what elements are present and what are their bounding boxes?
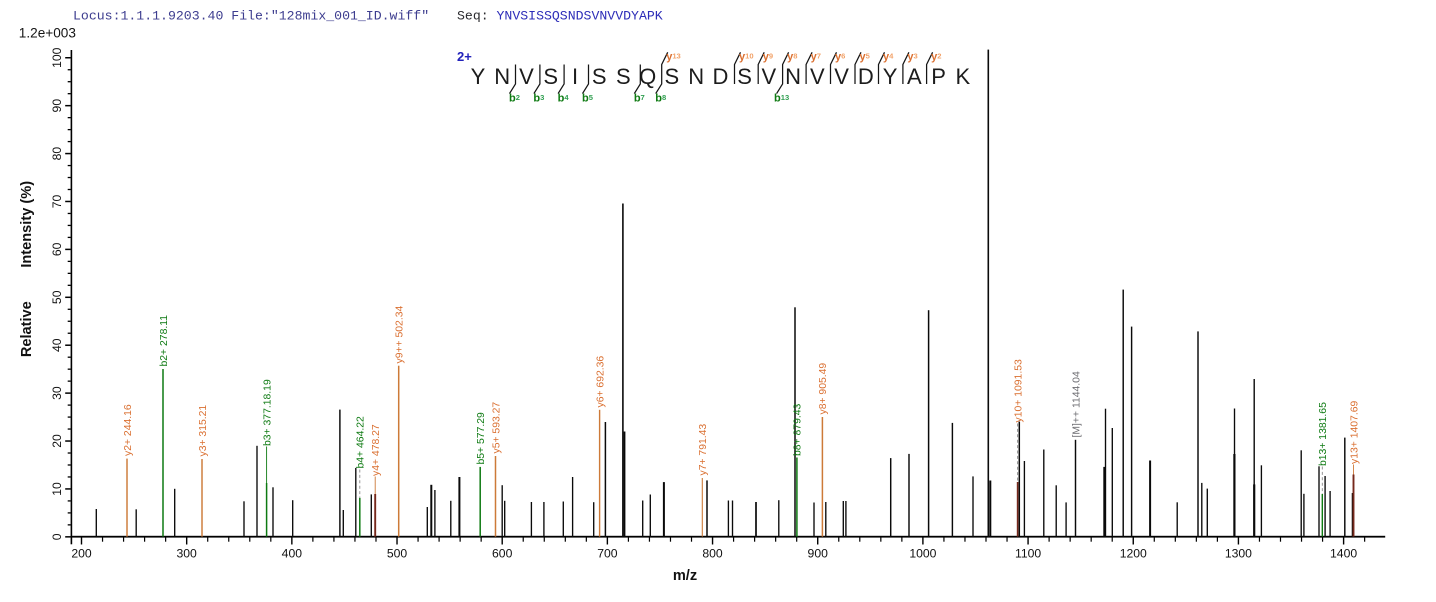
svg-text:300: 300: [177, 547, 198, 561]
svg-text:20: 20: [50, 434, 64, 448]
svg-text:0: 0: [50, 533, 64, 540]
svg-text:b2+ 278.11: b2+ 278.11: [159, 315, 170, 367]
svg-text:y8+ 905.49: y8+ 905.49: [818, 363, 829, 415]
svg-text:N: N: [494, 64, 510, 89]
svg-text:b2: b2: [509, 93, 520, 105]
svg-text:b4: b4: [558, 93, 570, 105]
svg-text:50: 50: [50, 290, 64, 304]
svg-text:y7: y7: [811, 51, 821, 63]
svg-text:y4: y4: [883, 51, 894, 63]
svg-text:y4+ 478.27: y4+ 478.27: [371, 424, 382, 476]
svg-text:60: 60: [50, 242, 64, 256]
svg-text:y2: y2: [931, 51, 941, 63]
svg-text:b4+ 464.22: b4+ 464.22: [356, 416, 367, 469]
svg-text:y8: y8: [787, 51, 797, 63]
svg-text:500: 500: [387, 547, 408, 561]
svg-text:S: S: [665, 64, 680, 89]
svg-text:600: 600: [492, 547, 513, 561]
svg-text:y7+ 791.43: y7+ 791.43: [698, 424, 709, 476]
svg-text:90: 90: [50, 99, 64, 113]
svg-text:D: D: [712, 64, 728, 89]
svg-text:700: 700: [597, 547, 618, 561]
svg-text:[M]++ 1144.04: [M]++ 1144.04: [1071, 371, 1082, 437]
svg-text:1200: 1200: [1120, 547, 1147, 561]
svg-text:30: 30: [50, 386, 64, 400]
svg-text:Y: Y: [471, 64, 486, 89]
svg-text:80: 80: [50, 147, 64, 161]
svg-text:y5: y5: [860, 51, 871, 63]
svg-text:b3: b3: [533, 93, 544, 105]
svg-text:Relative: Relative: [19, 301, 35, 357]
svg-text:Seq:: Seq:: [457, 9, 489, 24]
svg-text:b13: b13: [774, 93, 789, 105]
svg-text:1000: 1000: [909, 547, 936, 561]
svg-text:V: V: [762, 64, 777, 89]
svg-text:Y: Y: [883, 64, 898, 89]
svg-text:40: 40: [50, 338, 64, 352]
svg-text:y6+ 692.36: y6+ 692.36: [595, 356, 606, 408]
svg-text:100: 100: [50, 47, 64, 68]
svg-text:y13: y13: [666, 51, 681, 63]
svg-text:P: P: [931, 64, 946, 89]
svg-text:b7: b7: [634, 93, 645, 105]
svg-text:200: 200: [71, 547, 92, 561]
svg-text:S: S: [737, 64, 752, 89]
svg-text:N: N: [688, 64, 704, 89]
svg-text:S: S: [543, 64, 558, 89]
svg-text:D: D: [858, 64, 874, 89]
svg-text:1300: 1300: [1225, 547, 1252, 561]
svg-text:y10: y10: [739, 51, 754, 63]
svg-text:900: 900: [808, 547, 829, 561]
svg-text:70: 70: [50, 194, 64, 208]
svg-text:b13+ 1381.65: b13+ 1381.65: [1318, 402, 1329, 466]
svg-text:10: 10: [50, 482, 64, 496]
svg-text:1400: 1400: [1330, 547, 1357, 561]
svg-text:m/z: m/z: [673, 568, 697, 584]
svg-text:A: A: [907, 64, 922, 89]
svg-text:800: 800: [702, 547, 723, 561]
svg-text:YNVSISSQSNDSVNVVDYAPK: YNVSISSQSNDSVNVVDYAPK: [497, 9, 663, 24]
svg-text:K: K: [955, 64, 970, 89]
svg-text:S: S: [592, 64, 607, 89]
svg-text:V: V: [519, 64, 534, 89]
svg-text:V: V: [810, 64, 825, 89]
svg-text:S: S: [616, 64, 631, 89]
svg-text:400: 400: [282, 547, 303, 561]
svg-text:b3+ 377.18.19: b3+ 377.18.19: [262, 379, 273, 446]
svg-text:1.2e+003: 1.2e+003: [19, 26, 76, 41]
svg-text:2+: 2+: [457, 49, 472, 64]
svg-text:y9++ 502.34: y9++ 502.34: [395, 306, 406, 364]
svg-text:V: V: [834, 64, 849, 89]
svg-text:y6: y6: [835, 51, 845, 63]
svg-text:y13+ 1407.69: y13+ 1407.69: [1349, 401, 1360, 464]
svg-text:b5+ 577.29: b5+ 577.29: [476, 412, 487, 465]
svg-text:N: N: [785, 64, 801, 89]
svg-text:y5+ 593.27: y5+ 593.27: [491, 402, 502, 454]
svg-text:Locus:1.1.1.9203.40 File:"128m: Locus:1.1.1.9203.40 File:"128mix_001_ID.…: [73, 9, 429, 24]
svg-text:I: I: [572, 64, 578, 89]
svg-text:1100: 1100: [1015, 547, 1041, 561]
svg-text:Intensity (%): Intensity (%): [19, 181, 35, 268]
svg-text:y10+ 1091.53: y10+ 1091.53: [1013, 359, 1024, 422]
svg-text:b8: b8: [655, 93, 666, 105]
svg-text:y3: y3: [907, 51, 917, 63]
svg-text:y2+ 244.16: y2+ 244.16: [123, 404, 134, 456]
svg-text:b5: b5: [582, 93, 594, 105]
svg-text:y9: y9: [763, 51, 773, 63]
svg-text:y3+ 315.21: y3+ 315.21: [198, 405, 209, 457]
svg-text:Q: Q: [639, 64, 656, 89]
svg-text:b8+ 879.43: b8+ 879.43: [793, 403, 804, 456]
